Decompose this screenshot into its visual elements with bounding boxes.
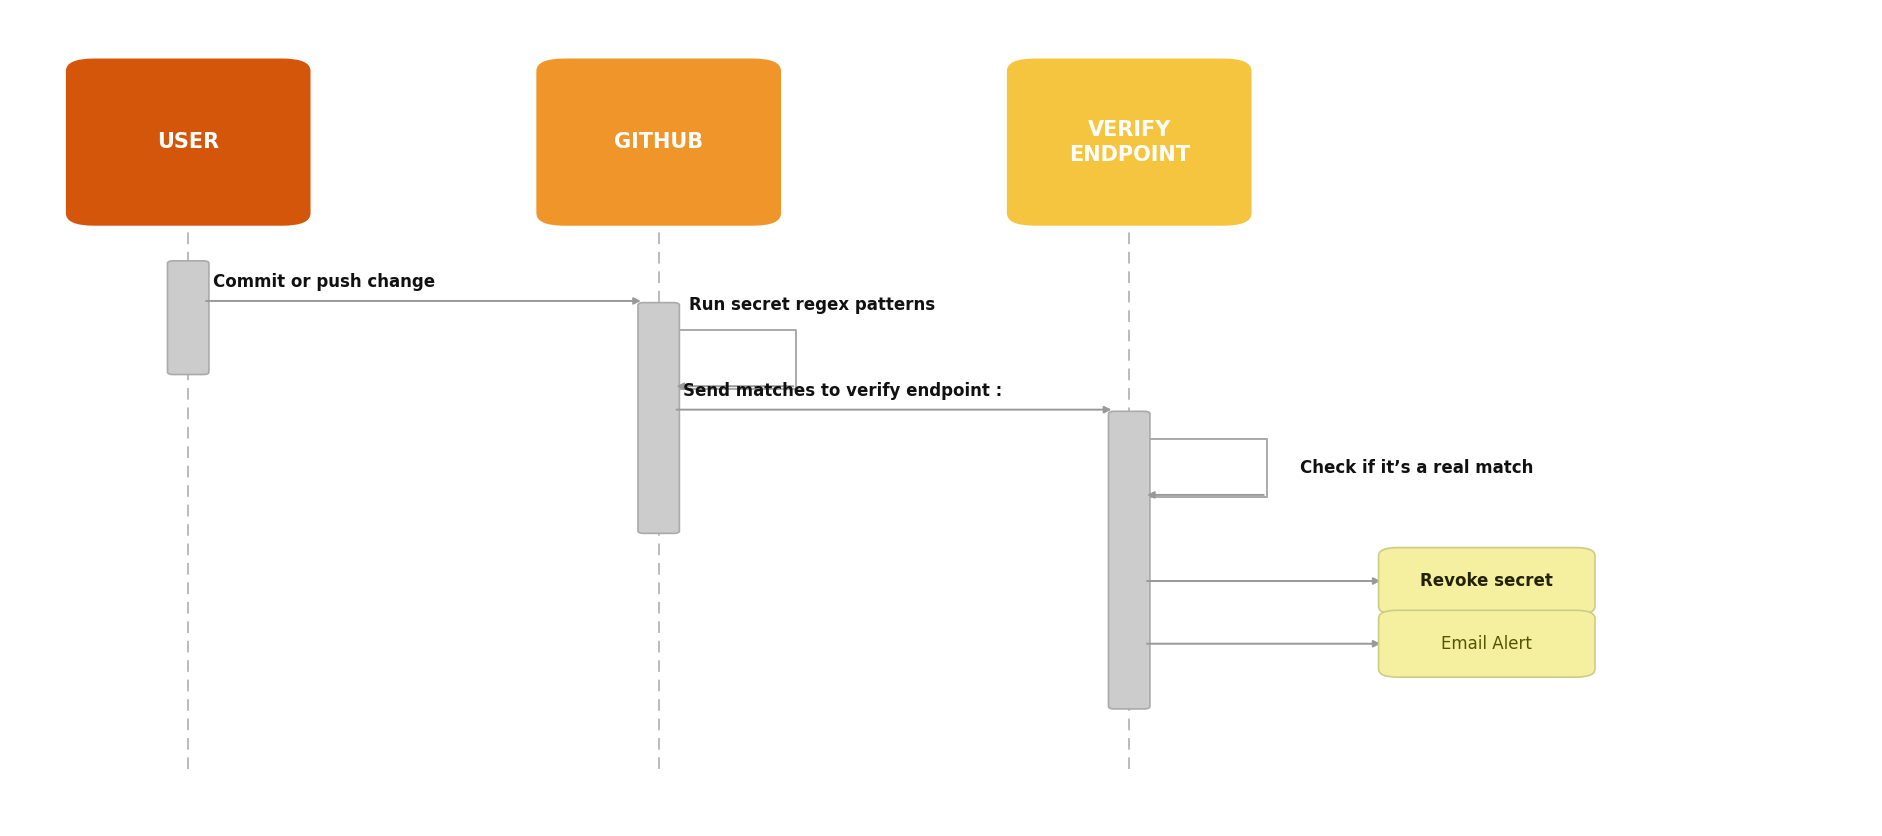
Text: Send matches to verify endpoint :: Send matches to verify endpoint : xyxy=(683,381,1003,400)
FancyBboxPatch shape xyxy=(1007,59,1252,226)
Text: Email Alert: Email Alert xyxy=(1442,635,1532,653)
Text: Run secret regex patterns: Run secret regex patterns xyxy=(689,295,935,314)
FancyBboxPatch shape xyxy=(1378,610,1596,677)
Text: GITHUB: GITHUB xyxy=(614,132,704,152)
Text: Check if it’s a real match: Check if it’s a real match xyxy=(1300,459,1534,477)
FancyBboxPatch shape xyxy=(1108,411,1150,709)
FancyBboxPatch shape xyxy=(536,59,781,226)
FancyBboxPatch shape xyxy=(167,261,209,375)
Text: USER: USER xyxy=(156,132,220,152)
Text: Commit or push change: Commit or push change xyxy=(213,273,435,291)
FancyBboxPatch shape xyxy=(638,303,679,533)
FancyBboxPatch shape xyxy=(66,59,311,226)
Text: Revoke secret: Revoke secret xyxy=(1421,572,1553,590)
Text: VERIFY
ENDPOINT: VERIFY ENDPOINT xyxy=(1069,120,1189,165)
FancyBboxPatch shape xyxy=(1378,548,1596,614)
